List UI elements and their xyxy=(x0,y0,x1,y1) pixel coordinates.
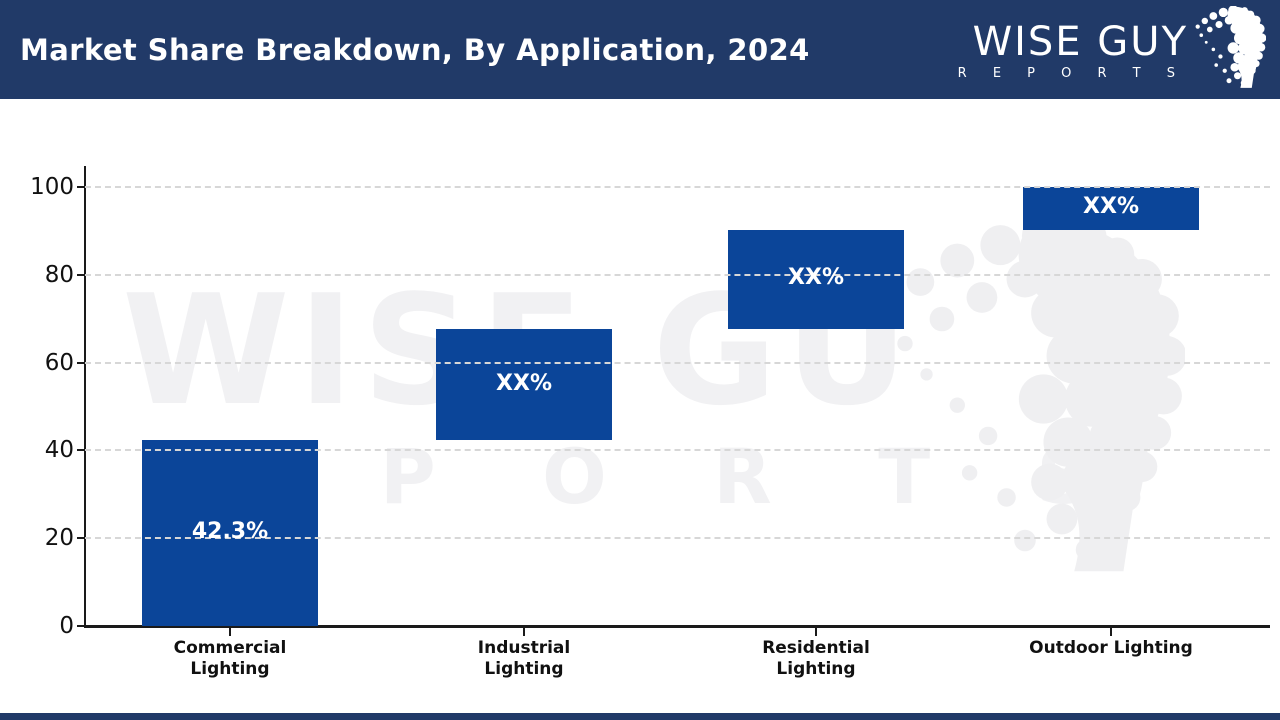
x-category-label-line: Lighting xyxy=(190,659,270,679)
y-tick-label: 20 xyxy=(44,525,74,552)
y-tick-label: 40 xyxy=(44,437,74,464)
bar-value-label: XX% xyxy=(1083,194,1139,220)
y-tick-mark xyxy=(77,625,85,627)
x-category-label: Commercial Lighting xyxy=(110,638,350,680)
gridline xyxy=(85,361,1270,364)
y-tick-mark xyxy=(77,273,85,276)
y-tick-label: 60 xyxy=(44,349,74,376)
header-bar: Market Share Breakdown, By Application, … xyxy=(0,0,1280,99)
brand-name: WISE GUY xyxy=(972,18,1188,65)
gridline xyxy=(85,537,1270,540)
bar-segment xyxy=(1023,187,1199,230)
x-tick-mark xyxy=(229,628,231,636)
y-tick-mark xyxy=(77,449,85,452)
y-tick-label: 80 xyxy=(44,261,74,288)
bar-value-label: XX% xyxy=(788,265,844,291)
bar-segment xyxy=(436,328,612,441)
x-tick-mark xyxy=(1110,628,1112,636)
page-title: Market Share Breakdown, By Application, … xyxy=(20,32,810,67)
y-tick-label: 0 xyxy=(59,613,74,639)
bar-value-label: XX% xyxy=(496,370,552,396)
x-category-label: Industrial Lighting xyxy=(404,638,644,680)
x-category-label-line: Outdoor Lighting xyxy=(1029,638,1193,658)
bar-segment xyxy=(728,229,904,329)
gridline xyxy=(85,273,1270,276)
brand-subname: R E P O R T S xyxy=(957,65,1186,81)
watermark-face-icon xyxy=(865,214,1187,587)
x-axis-line xyxy=(84,625,1270,628)
brand-logo-text: WISE GUY R E P O R T S xyxy=(958,20,1188,81)
x-tick-mark xyxy=(523,628,525,636)
y-tick-mark xyxy=(77,537,85,540)
bar-segment xyxy=(142,440,318,626)
x-category-label-line: Industrial xyxy=(477,638,571,658)
x-category-label-line: Lighting xyxy=(776,659,856,679)
brand-face-icon xyxy=(1192,5,1267,94)
y-axis-line xyxy=(84,166,86,627)
y-tick-mark xyxy=(77,361,85,364)
x-category-label-line: Residential xyxy=(762,638,870,658)
gridline xyxy=(85,449,1270,452)
x-category-label: Residential Lighting xyxy=(696,638,936,680)
bar-value-label: 42.3% xyxy=(191,519,269,545)
footer-bar xyxy=(0,713,1280,720)
gridline xyxy=(85,186,1270,188)
brand-logo: WISE GUY R E P O R T S xyxy=(958,5,1267,94)
x-tick-mark xyxy=(815,628,817,636)
x-category-label-line: Commercial xyxy=(173,638,287,658)
x-category-label-line: Lighting xyxy=(484,659,564,679)
y-tick-mark xyxy=(77,186,85,188)
x-category-label: Outdoor Lighting xyxy=(991,638,1231,659)
y-tick-label: 100 xyxy=(30,174,74,200)
